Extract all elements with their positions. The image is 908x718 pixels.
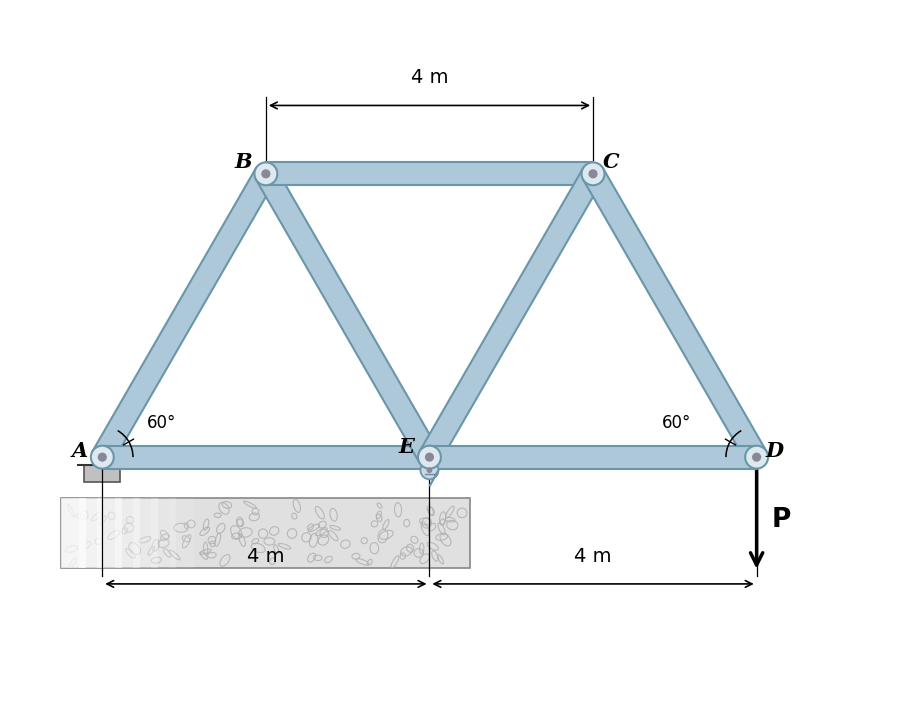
Circle shape	[254, 162, 277, 185]
Circle shape	[745, 446, 768, 469]
FancyBboxPatch shape	[62, 498, 470, 567]
Circle shape	[582, 162, 605, 185]
Text: 4 m: 4 m	[410, 68, 449, 88]
FancyBboxPatch shape	[97, 498, 122, 567]
Circle shape	[427, 467, 432, 473]
Polygon shape	[93, 168, 276, 463]
Text: A: A	[72, 441, 87, 461]
Text: P: P	[771, 507, 791, 533]
Text: D: D	[765, 441, 784, 461]
Polygon shape	[103, 446, 429, 469]
Circle shape	[418, 446, 441, 469]
Text: C: C	[603, 151, 619, 172]
Text: E: E	[399, 437, 414, 457]
Circle shape	[262, 169, 271, 178]
Polygon shape	[419, 168, 603, 463]
Circle shape	[98, 452, 107, 462]
Circle shape	[91, 446, 114, 469]
Text: 60°: 60°	[147, 414, 177, 432]
FancyBboxPatch shape	[115, 498, 140, 567]
Polygon shape	[583, 168, 766, 463]
FancyBboxPatch shape	[84, 465, 120, 482]
FancyBboxPatch shape	[170, 498, 194, 567]
FancyBboxPatch shape	[62, 498, 86, 567]
Circle shape	[588, 169, 597, 178]
Text: 60°: 60°	[662, 414, 691, 432]
Circle shape	[752, 452, 761, 462]
FancyBboxPatch shape	[152, 498, 176, 567]
Polygon shape	[420, 461, 439, 486]
Text: 4 m: 4 m	[247, 547, 284, 566]
FancyBboxPatch shape	[79, 498, 104, 567]
Text: B: B	[234, 151, 252, 172]
Circle shape	[425, 452, 434, 462]
Text: 4 m: 4 m	[574, 547, 612, 566]
FancyBboxPatch shape	[133, 498, 158, 567]
Polygon shape	[256, 168, 439, 463]
Polygon shape	[429, 446, 756, 469]
Polygon shape	[266, 162, 593, 185]
